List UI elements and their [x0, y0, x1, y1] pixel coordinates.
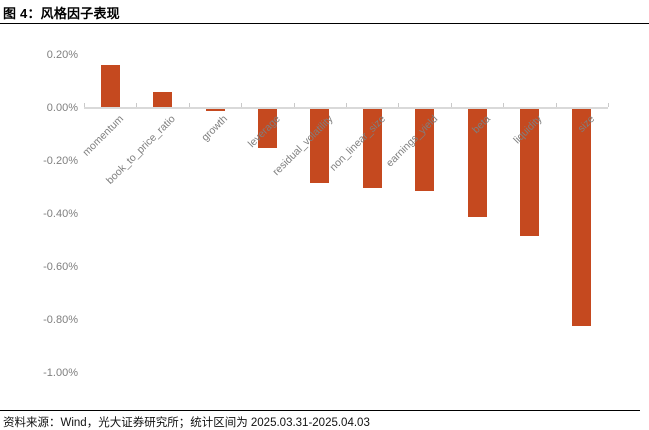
x-axis-tick-mark	[555, 103, 557, 107]
bar-non_linear_size	[362, 108, 382, 188]
bar-growth	[205, 108, 225, 112]
title-divider	[0, 23, 649, 24]
y-axis-tick-label: -0.60%	[43, 260, 78, 273]
y-axis-tick-label: -0.20%	[43, 154, 78, 167]
x-axis-tick-mark	[188, 103, 190, 107]
category-label-growth: growth	[199, 113, 231, 144]
bar-size	[572, 108, 592, 326]
x-axis-tick-mark	[84, 103, 85, 107]
y-axis-tick-label: -0.80%	[43, 313, 78, 326]
source-note: 资料来源：Wind，光大证券研究所；统计区间为 2025.03.31-2025.…	[3, 417, 370, 429]
figure-title: 图 4：风格因子表现	[3, 6, 120, 21]
style-factor-bar-chart: 0.20% 0.00% -0.20% -0.40% -0.60% -0.80% -1.00%…	[43, 48, 609, 379]
category-label-momentum: momentum	[80, 113, 126, 159]
footer-divider	[0, 410, 640, 411]
x-axis-line	[84, 107, 608, 109]
x-axis-tick-mark	[241, 103, 243, 107]
bar-book_to_price_ratio	[153, 91, 173, 108]
x-axis-tick-mark	[293, 103, 295, 107]
x-axis-tick-mark	[346, 103, 347, 107]
x-axis-tick-mark	[450, 103, 452, 107]
x-axis-tick-mark	[398, 103, 400, 107]
bar-momentum	[100, 65, 120, 108]
y-axis-tick-label: 0.00%	[46, 101, 78, 114]
bar-liquidity	[519, 108, 539, 236]
bar-residual_volatility	[310, 108, 330, 183]
bar-beta	[467, 108, 487, 218]
x-axis-tick-mark	[503, 103, 505, 107]
x-axis-tick-mark	[608, 103, 609, 107]
y-axis-tick-label: -1.00%	[43, 366, 78, 379]
y-axis-tick-label: 0.20%	[46, 48, 78, 61]
bar-leverage	[257, 108, 277, 149]
x-axis-tick-mark	[136, 103, 138, 107]
y-axis-tick-label: -0.40%	[43, 207, 78, 220]
bar-earnings_yield	[415, 108, 435, 191]
